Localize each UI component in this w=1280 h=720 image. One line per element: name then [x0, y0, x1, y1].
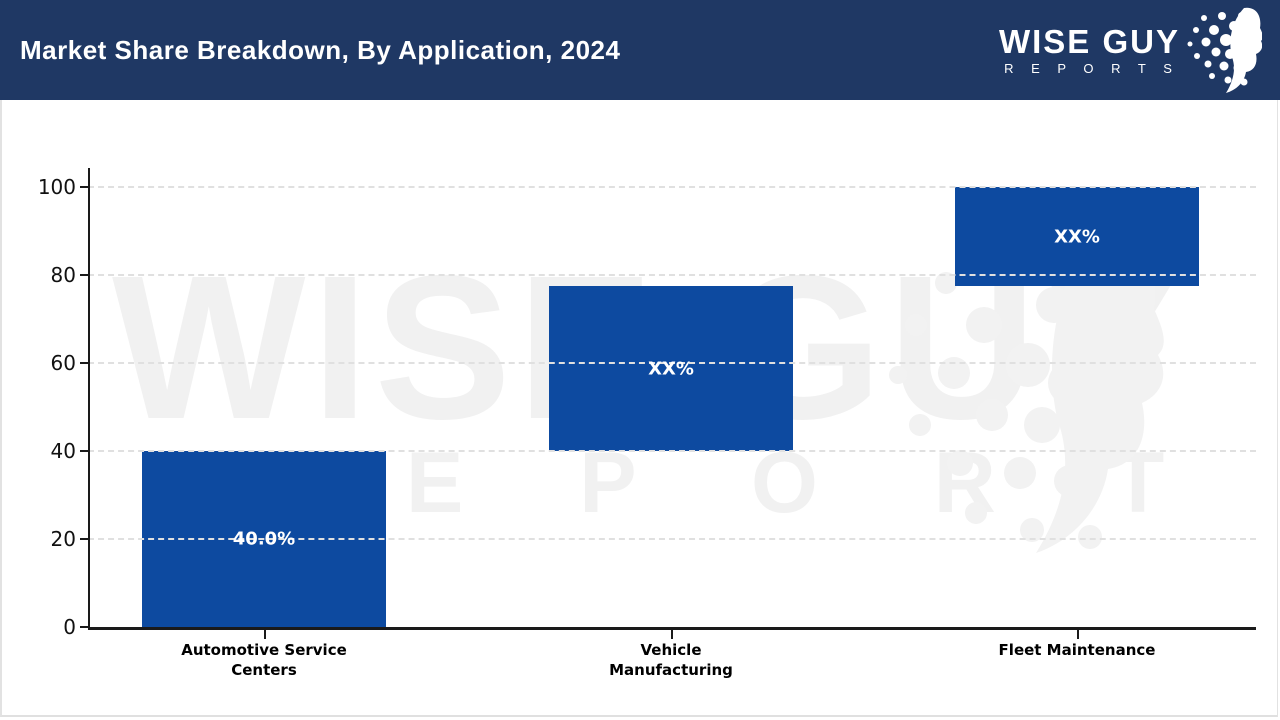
- y-tick-label-100: 100: [37, 175, 76, 199]
- x-tick-mark-3: [1077, 630, 1079, 639]
- x-category-label-line: Fleet Maintenance: [998, 641, 1156, 659]
- y-tick-mark-60: [80, 362, 88, 364]
- bar-3: [955, 187, 1199, 286]
- x-category-label-line: Centers: [231, 661, 297, 679]
- gridline-80: [88, 274, 1256, 276]
- logo-wordmark: WISE GUY R E P O R T S: [999, 25, 1180, 76]
- x-category-label-3: Fleet Maintenance: [999, 640, 1156, 660]
- x-category-label-2: Vehicle Manufacturing: [609, 640, 733, 680]
- y-tick-label-60: 60: [50, 351, 76, 375]
- y-tick-mark-20: [80, 538, 88, 540]
- gridline-60: [88, 362, 1256, 364]
- bar-value-label-3: XX%: [1054, 226, 1100, 247]
- x-category-label-line: Manufacturing: [609, 661, 733, 679]
- gridline-20: [88, 538, 1256, 540]
- y-tick-mark-0: [80, 626, 88, 628]
- y-tick-mark-100: [80, 186, 88, 188]
- logo-face-icon: [1187, 7, 1262, 93]
- y-tick-label-20: 20: [50, 527, 76, 551]
- header-band: Market Share Breakdown, By Application, …: [0, 0, 1280, 100]
- x-category-label-1: Automotive Service Centers: [181, 640, 347, 680]
- gridline-40: [88, 450, 1256, 452]
- y-tick-label-80: 80: [50, 263, 76, 287]
- x-axis-line: [88, 627, 1256, 630]
- bar-value-label-1: 40.0%: [232, 528, 296, 550]
- x-tick-mark-2: [671, 630, 673, 639]
- wise-guy-reports-logo: WISE GUY R E P O R T S: [999, 4, 1262, 96]
- y-tick-mark-40: [80, 450, 88, 452]
- y-tick-mark-80: [80, 274, 88, 276]
- y-tick-label-0: 0: [63, 615, 76, 639]
- logo-line2: R E P O R T S: [1004, 60, 1179, 76]
- bar-2: [549, 286, 793, 451]
- bar-value-label-2: XX%: [648, 358, 694, 379]
- logo-line1: WISE GUY: [998, 22, 1180, 60]
- gridline-100: [88, 186, 1256, 188]
- x-category-label-line: Automotive Service: [181, 641, 347, 659]
- y-axis-line: [88, 168, 90, 630]
- page-title: Market Share Breakdown, By Application, …: [20, 34, 621, 65]
- x-tick-mark-1: [264, 630, 266, 639]
- x-category-label-line: Vehicle: [640, 641, 702, 659]
- y-tick-label-40: 40: [50, 439, 76, 463]
